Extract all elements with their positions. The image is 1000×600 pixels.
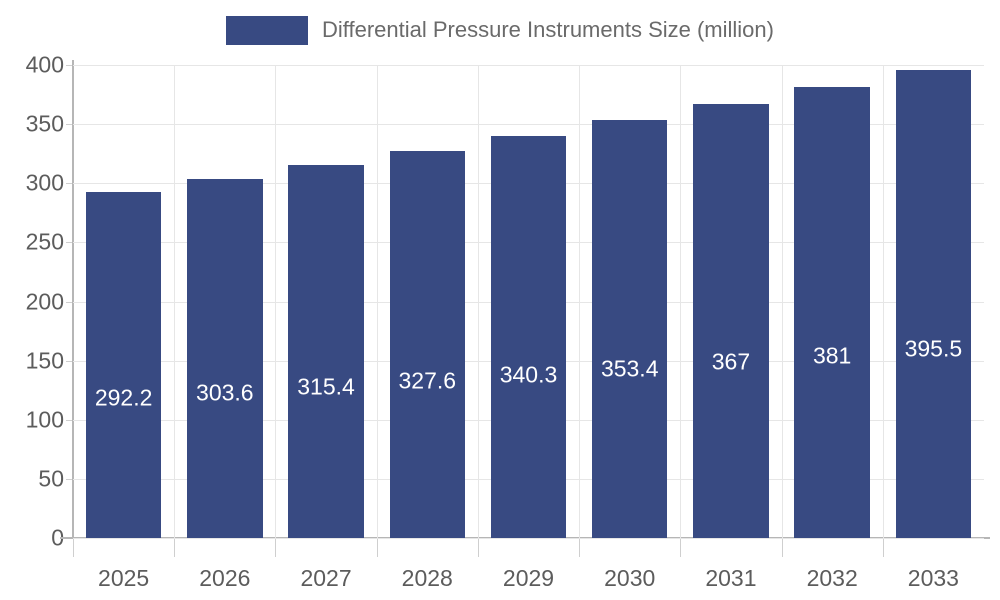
gridline-vertical bbox=[478, 65, 479, 538]
x-axis-tick-label: 2032 bbox=[806, 565, 858, 591]
x-axis-tick-label: 2031 bbox=[705, 565, 757, 591]
y-axis-line bbox=[72, 60, 74, 539]
bar[interactable] bbox=[794, 87, 870, 538]
x-axis-tick-mark bbox=[680, 539, 681, 557]
y-axis-tick-label: 250 bbox=[25, 228, 64, 255]
gridline-vertical bbox=[275, 65, 276, 538]
x-axis-tick-label: 2030 bbox=[604, 565, 656, 591]
x-axis-tick-labels: 2025 2026 2027 2028 2029 2030 2031 2032 2033 bbox=[73, 539, 984, 599]
y-axis-tick-mark bbox=[66, 301, 74, 303]
x-axis-tick-label: 2026 bbox=[199, 565, 251, 591]
bar-value-label: 367 bbox=[711, 348, 751, 375]
x-axis-tick-label: 2029 bbox=[502, 565, 555, 591]
bar-value-label: 303.6 bbox=[196, 379, 254, 406]
x-axis-tick-mark bbox=[782, 539, 783, 557]
y-axis-tick-label: 100 bbox=[25, 406, 64, 433]
chart-legend: Differential Pressure Instruments Size (… bbox=[0, 10, 1000, 50]
gridline-vertical bbox=[680, 65, 681, 538]
bar-value-label: 395.5 bbox=[904, 335, 963, 362]
gridline-horizontal bbox=[73, 538, 984, 539]
y-axis-tick-label: 0 bbox=[51, 524, 64, 551]
bar-value-label: 381 bbox=[812, 342, 852, 369]
bar-value-label: 340.3 bbox=[499, 361, 558, 388]
x-axis-tick-label: 2033 bbox=[907, 565, 959, 591]
y-axis-tick-label: 400 bbox=[25, 51, 64, 78]
plot-area: 292.2 303.6 315.4 327.6 340.3 353.4 367 381 395.… bbox=[73, 65, 984, 539]
legend-label: Differential Pressure Instruments Size (… bbox=[322, 17, 774, 42]
gridline-vertical bbox=[377, 65, 378, 538]
x-axis-tick-mark bbox=[478, 539, 479, 557]
y-axis-tick-mark bbox=[66, 124, 74, 126]
y-axis-tick-label: 350 bbox=[25, 110, 64, 137]
bar-value-label: 292.2 bbox=[94, 384, 153, 411]
gridline-vertical bbox=[883, 65, 884, 538]
bar[interactable] bbox=[389, 150, 465, 538]
bar[interactable] bbox=[288, 165, 364, 538]
gridline-vertical bbox=[782, 65, 783, 538]
bar[interactable] bbox=[187, 178, 263, 538]
legend-color-swatch bbox=[226, 15, 309, 45]
x-axis-tick-label: 2025 bbox=[98, 565, 150, 591]
bar-value-label: 327.6 bbox=[398, 367, 457, 394]
bar-value-label: 315.4 bbox=[297, 373, 355, 400]
y-axis-tick-labels: 0 50 100 150 200 250 300 350 400 bbox=[0, 0, 74, 600]
y-axis-tick-mark bbox=[66, 360, 74, 362]
bar-value-label: 353.4 bbox=[600, 355, 659, 382]
x-axis-tick-label: 2027 bbox=[300, 565, 352, 591]
gridline-vertical bbox=[579, 65, 580, 538]
y-axis-tick-mark bbox=[66, 65, 74, 66]
gridline-vertical bbox=[174, 65, 175, 538]
bar[interactable] bbox=[895, 70, 972, 538]
y-axis-tick-mark bbox=[66, 183, 74, 185]
y-axis-tick-label: 50 bbox=[38, 465, 64, 492]
x-axis-tick-mark bbox=[579, 539, 580, 557]
y-axis-tick-mark bbox=[66, 242, 74, 244]
x-axis-tick-mark bbox=[275, 539, 276, 557]
bar[interactable] bbox=[693, 104, 769, 538]
y-axis-tick-mark bbox=[66, 419, 74, 421]
y-axis-tick-mark bbox=[66, 478, 74, 480]
x-axis-tick-mark bbox=[377, 539, 378, 557]
gridline-horizontal bbox=[73, 65, 984, 66]
x-axis-tick-mark bbox=[73, 539, 74, 557]
x-axis-tick-label: 2028 bbox=[401, 565, 453, 591]
gridline-horizontal bbox=[73, 124, 984, 126]
x-axis-tick-mark bbox=[883, 539, 884, 557]
y-axis-tick-label: 200 bbox=[25, 288, 64, 314]
x-axis-tick-mark bbox=[174, 539, 175, 557]
bar[interactable] bbox=[85, 192, 162, 538]
bar[interactable] bbox=[490, 135, 567, 538]
y-axis-tick-label: 150 bbox=[25, 347, 64, 374]
y-axis-tick-label: 300 bbox=[25, 169, 64, 196]
bar[interactable] bbox=[592, 120, 668, 538]
